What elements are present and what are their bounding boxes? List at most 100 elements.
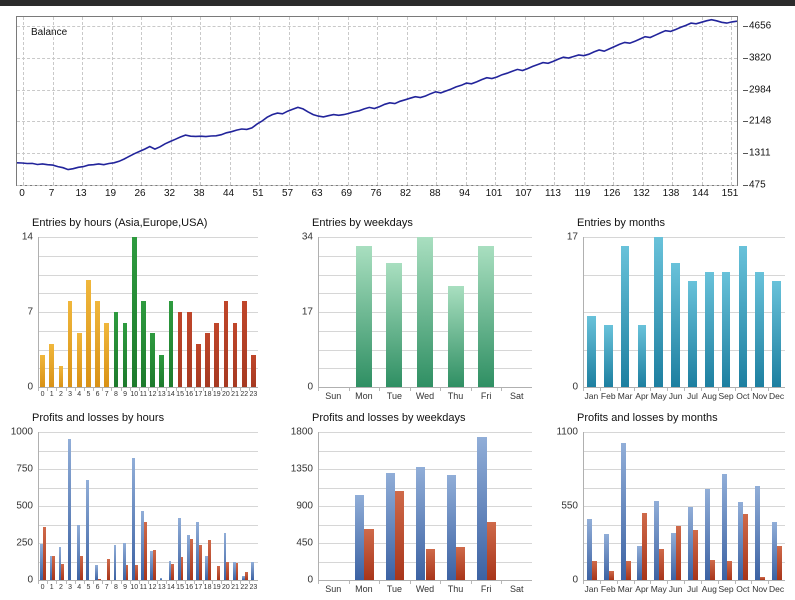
balance-x-tick-label: 94 bbox=[458, 188, 471, 199]
x-tick bbox=[751, 388, 753, 391]
chart-bar bbox=[446, 474, 457, 580]
balance-gridline-vertical bbox=[583, 17, 585, 185]
chart-bar bbox=[122, 543, 126, 580]
x-tick bbox=[47, 388, 49, 391]
x-tick bbox=[38, 581, 39, 584]
x-tick bbox=[56, 581, 58, 584]
balance-y-tick bbox=[743, 58, 748, 59]
x-tick bbox=[667, 388, 669, 391]
chart-bar bbox=[95, 301, 100, 387]
chart-bar bbox=[772, 281, 781, 387]
x-tick bbox=[501, 581, 503, 584]
y-tick-label: 500 bbox=[16, 500, 33, 512]
balance-x-tick-label: 13 bbox=[75, 188, 87, 199]
chart-bar bbox=[159, 354, 165, 387]
chart-bar bbox=[43, 527, 46, 580]
chart-bar bbox=[171, 564, 175, 580]
y-axis-line bbox=[38, 237, 39, 387]
x-tick bbox=[175, 388, 177, 391]
chart-bar bbox=[40, 544, 44, 580]
balance-gridline-vertical bbox=[495, 17, 496, 185]
x-tick bbox=[203, 581, 204, 584]
x-tick bbox=[111, 388, 113, 391]
balance-gridline bbox=[17, 185, 737, 186]
balance-gridline-vertical bbox=[347, 17, 349, 185]
x-tick bbox=[751, 581, 753, 584]
chart-bar bbox=[58, 546, 62, 580]
x-tick-label: Sat bbox=[509, 584, 524, 594]
balance-y-tick bbox=[743, 185, 748, 186]
chart-gridline bbox=[38, 255, 258, 257]
x-tick bbox=[138, 388, 140, 391]
chart-bar bbox=[107, 559, 110, 580]
x-tick bbox=[409, 581, 411, 584]
chart-panel-profits-losses-by-weekdays: Profits and losses by weekdays 0 450 900 135… bbox=[288, 410, 540, 600]
chart-bar bbox=[95, 565, 99, 580]
x-tick bbox=[616, 581, 618, 584]
balance-x-tick-label: 101 bbox=[485, 188, 503, 199]
x-tick-label: 19 bbox=[212, 584, 221, 591]
plot-area: 0 17 34 Sun Mon Tue Wed Thu Fri Sat bbox=[302, 232, 532, 401]
x-tick-label: Jan bbox=[584, 584, 599, 594]
balance-gridline-vertical bbox=[436, 17, 437, 185]
x-tick bbox=[599, 388, 601, 391]
x-tick-label: 20 bbox=[222, 391, 230, 398]
balance-x-tick-label: 38 bbox=[193, 188, 205, 199]
x-tick-label: Sat bbox=[509, 391, 524, 401]
balance-x-tick-label: 138 bbox=[662, 188, 680, 199]
chart-gridline bbox=[38, 349, 258, 351]
chart-bar bbox=[688, 281, 697, 387]
balance-gridline-vertical bbox=[377, 17, 378, 185]
chart-panel-entries-by-hours: Entries by hours (Asia,Europe,USA) 0 7 14 0 1… bbox=[8, 215, 266, 407]
x-axis-line bbox=[38, 387, 258, 388]
chart-bar bbox=[743, 514, 749, 580]
chart-bar bbox=[168, 301, 174, 387]
x-tick bbox=[768, 581, 770, 584]
chart-bar bbox=[394, 491, 405, 580]
x-tick-label: Jan bbox=[584, 391, 599, 401]
balance-y-tick-label: 3820 bbox=[749, 52, 772, 64]
chart-bar bbox=[704, 488, 710, 580]
x-tick-label: 22 bbox=[240, 391, 249, 398]
balance-x-tick-label: 119 bbox=[574, 188, 591, 199]
balance-y-tick-label: 475 bbox=[749, 179, 766, 191]
x-tick-label: Jun bbox=[668, 391, 683, 401]
y-tick-label: 0 bbox=[307, 574, 313, 586]
chart-bar bbox=[386, 263, 403, 387]
x-tick-label: 6 bbox=[95, 584, 100, 591]
chart-bar bbox=[205, 333, 210, 387]
chart-bar bbox=[654, 237, 664, 387]
chart-bar bbox=[113, 545, 117, 580]
x-tick bbox=[83, 388, 85, 391]
y-tick-label: 14 bbox=[21, 231, 33, 243]
x-tick-label: Feb bbox=[600, 391, 616, 401]
balance-gridline-vertical bbox=[524, 17, 526, 185]
x-tick-label: 3 bbox=[68, 584, 73, 591]
x-tick-label: May bbox=[650, 584, 667, 594]
x-tick-label: Sep bbox=[718, 391, 734, 401]
chart-bar bbox=[52, 556, 55, 580]
balance-gridline-vertical bbox=[52, 17, 54, 185]
x-tick bbox=[379, 581, 381, 584]
x-tick-label: Apr bbox=[635, 584, 649, 594]
x-tick-label: Oct bbox=[736, 391, 750, 401]
chart-bar bbox=[242, 576, 245, 580]
balance-gridline-vertical bbox=[111, 17, 113, 185]
x-tick bbox=[184, 388, 186, 391]
x-tick bbox=[129, 388, 131, 391]
y-tick-label: 0 bbox=[27, 574, 33, 586]
x-tick bbox=[230, 581, 232, 584]
chart-bar bbox=[79, 556, 83, 580]
x-tick-label: 5 bbox=[86, 391, 91, 398]
y-tick-label: 450 bbox=[296, 537, 313, 549]
chart-bar bbox=[150, 333, 155, 387]
chart-gridline bbox=[583, 237, 785, 238]
x-tick-label: 4 bbox=[77, 391, 82, 398]
chart-bar bbox=[208, 540, 211, 580]
chart-bar bbox=[417, 237, 433, 387]
chart-gridline bbox=[38, 561, 258, 563]
chart-gridline bbox=[38, 432, 258, 433]
y-tick-label: 34 bbox=[301, 231, 313, 243]
x-tick-label: 19 bbox=[212, 391, 221, 398]
y-tick-label: 900 bbox=[296, 500, 313, 512]
